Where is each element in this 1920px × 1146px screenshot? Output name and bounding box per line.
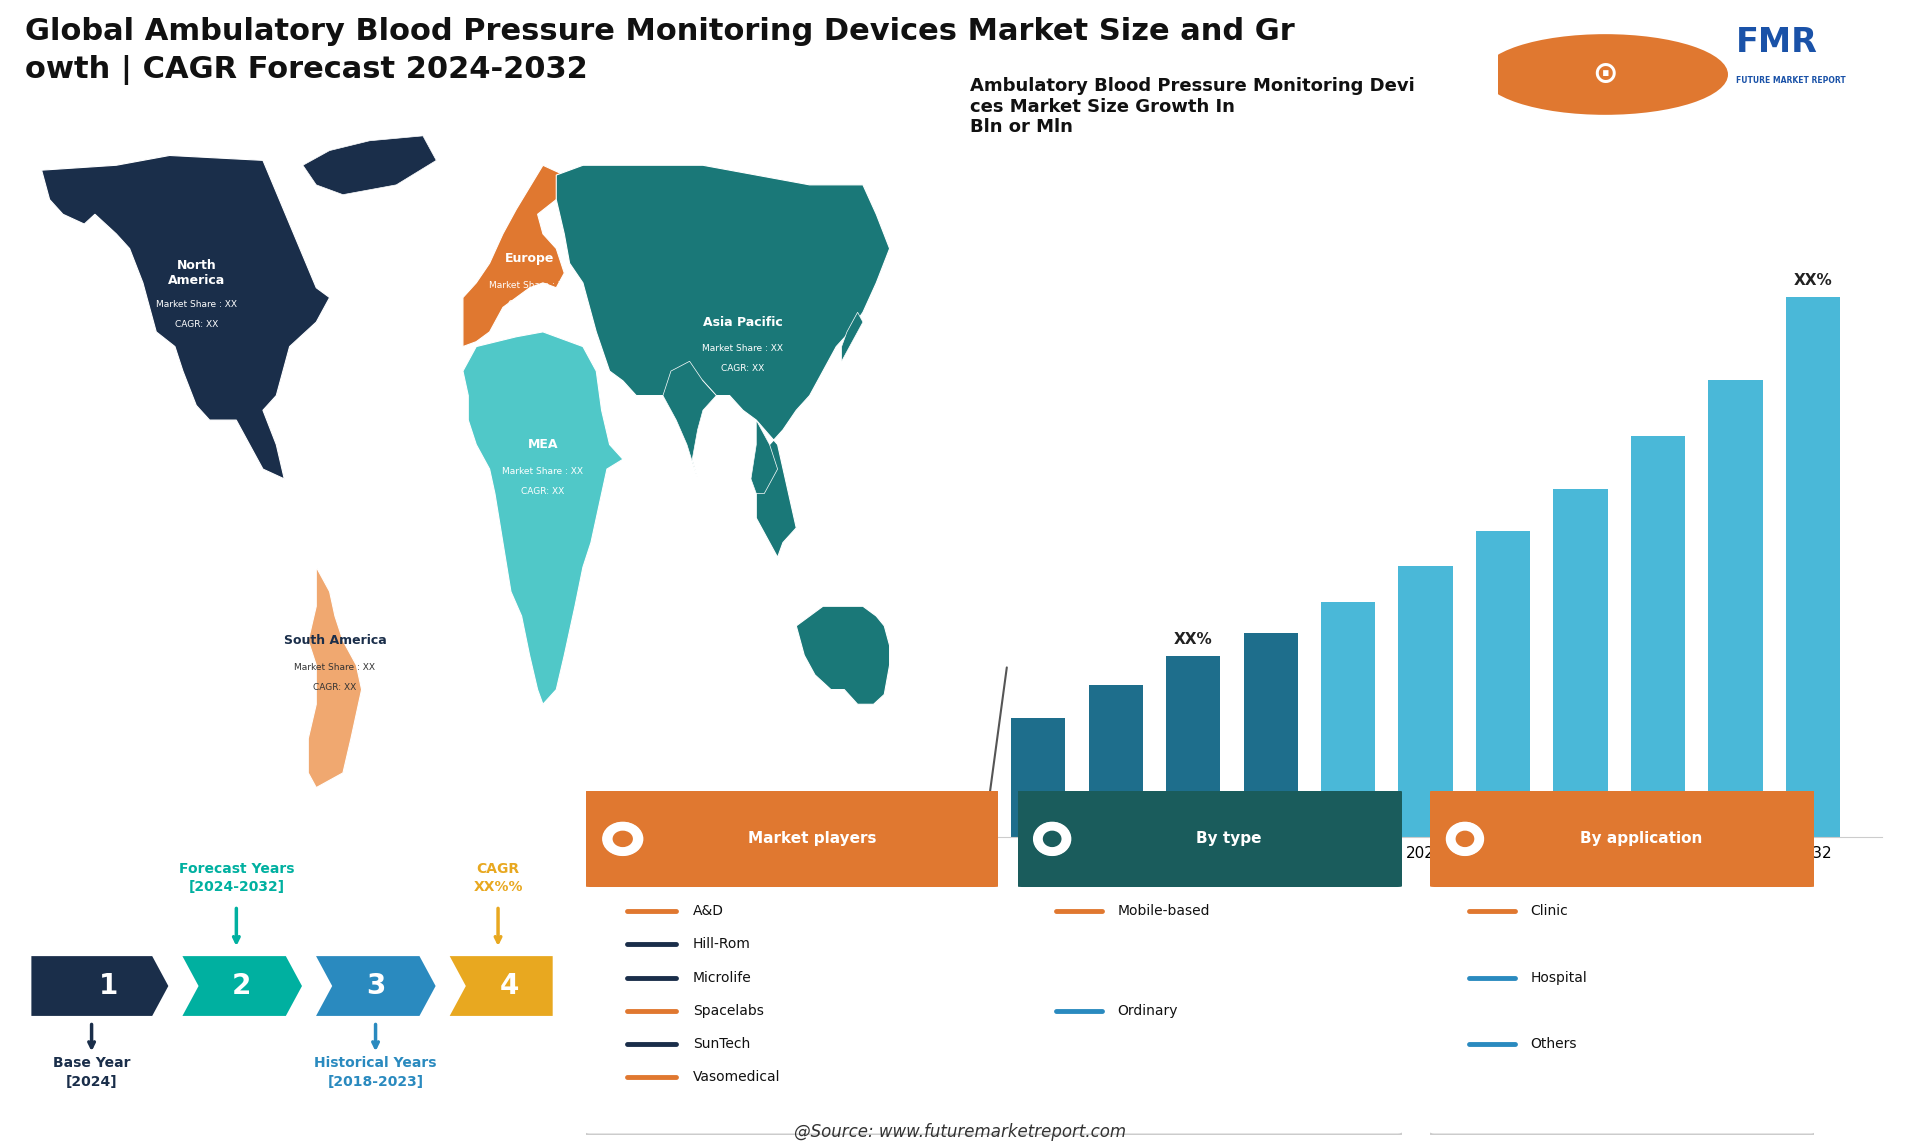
- Polygon shape: [751, 421, 778, 494]
- Circle shape: [1033, 822, 1071, 856]
- Text: Hill-Rom: Hill-Rom: [693, 937, 751, 951]
- Bar: [1089, 685, 1142, 837]
- Text: Historical Years
[2018-2023]: Historical Years [2018-2023]: [315, 1057, 438, 1089]
- Bar: [1012, 719, 1066, 837]
- Polygon shape: [797, 606, 889, 705]
- Text: Forecast Years
[2024-2032]: Forecast Years [2024-2032]: [179, 862, 294, 894]
- Text: CAGR: XX: CAGR: XX: [522, 487, 564, 495]
- Text: Asia Pacific: Asia Pacific: [703, 315, 783, 329]
- Text: XX%: XX%: [1173, 631, 1213, 646]
- Circle shape: [1482, 34, 1728, 115]
- Text: Global Ambulatory Blood Pressure Monitoring Devices Market Size and Gr
owth | CA: Global Ambulatory Blood Pressure Monitor…: [25, 17, 1294, 86]
- FancyBboxPatch shape: [578, 791, 1006, 887]
- Polygon shape: [31, 955, 169, 1017]
- Text: 1: 1: [98, 972, 117, 1000]
- Bar: [1630, 435, 1686, 837]
- Text: Europe: Europe: [505, 252, 555, 265]
- Text: Hospital: Hospital: [1530, 971, 1588, 984]
- Text: Market Share : XX: Market Share : XX: [503, 466, 584, 476]
- Text: By type: By type: [1196, 831, 1261, 847]
- Circle shape: [611, 830, 634, 848]
- Circle shape: [1041, 830, 1064, 848]
- Text: A&D: A&D: [693, 904, 724, 918]
- Text: Market Share : XX: Market Share : XX: [156, 300, 236, 309]
- Text: 4: 4: [499, 972, 518, 1000]
- Text: @Source: www.futuremarketreport.com: @Source: www.futuremarketreport.com: [795, 1123, 1125, 1140]
- FancyBboxPatch shape: [1014, 880, 1405, 1135]
- Polygon shape: [180, 955, 303, 1017]
- FancyBboxPatch shape: [1010, 791, 1409, 887]
- Text: SunTech: SunTech: [693, 1037, 751, 1051]
- Polygon shape: [463, 332, 622, 705]
- Bar: [1321, 602, 1375, 837]
- Text: Base Year
[2024]: Base Year [2024]: [54, 1057, 131, 1089]
- Text: Ordinary: Ordinary: [1117, 1004, 1179, 1018]
- Text: Microlife: Microlife: [693, 971, 751, 984]
- Text: Market Share : XX: Market Share : XX: [703, 345, 783, 353]
- Text: 2: 2: [232, 972, 252, 1000]
- Bar: [1165, 657, 1221, 837]
- Bar: [1244, 633, 1298, 837]
- Text: Spacelabs: Spacelabs: [693, 1004, 764, 1018]
- Text: Market Share : XX: Market Share : XX: [294, 664, 376, 672]
- Circle shape: [1446, 822, 1484, 856]
- Text: CAGR
XX%%: CAGR XX%%: [474, 862, 522, 894]
- Bar: [1786, 297, 1839, 837]
- Circle shape: [603, 822, 643, 856]
- Polygon shape: [315, 955, 438, 1017]
- Polygon shape: [42, 156, 330, 479]
- Bar: [1398, 566, 1453, 837]
- Text: South America: South America: [284, 634, 386, 647]
- Text: Vasomedical: Vasomedical: [693, 1070, 780, 1084]
- Circle shape: [1453, 830, 1476, 848]
- Polygon shape: [276, 479, 361, 787]
- Text: North
America: North America: [167, 259, 225, 286]
- FancyBboxPatch shape: [1427, 880, 1818, 1135]
- Polygon shape: [557, 165, 889, 557]
- Text: By application: By application: [1580, 831, 1703, 847]
- Text: CAGR: XX: CAGR: XX: [313, 683, 357, 691]
- Text: Market Share : XX: Market Share : XX: [490, 281, 570, 290]
- Bar: [1553, 489, 1607, 837]
- FancyBboxPatch shape: [1423, 791, 1822, 887]
- Text: CAGR: XX: CAGR: XX: [509, 300, 551, 309]
- Text: Market players: Market players: [749, 831, 877, 847]
- Text: CAGR: XX: CAGR: XX: [175, 320, 217, 329]
- Polygon shape: [303, 136, 436, 195]
- Text: Others: Others: [1530, 1037, 1576, 1051]
- Polygon shape: [841, 312, 862, 361]
- Text: FUTURE MARKET REPORT: FUTURE MARKET REPORT: [1736, 77, 1845, 85]
- FancyBboxPatch shape: [582, 880, 1002, 1135]
- Text: Ambulatory Blood Pressure Monitoring Devi
ces Market Size Growth In
Bln or Mln: Ambulatory Blood Pressure Monitoring Dev…: [970, 77, 1415, 136]
- Text: FMR: FMR: [1736, 26, 1818, 60]
- Text: Clinic: Clinic: [1530, 904, 1569, 918]
- Text: CAGR: XX: CAGR: XX: [722, 364, 764, 374]
- Text: Mobile-based: Mobile-based: [1117, 904, 1210, 918]
- Polygon shape: [662, 361, 716, 494]
- Text: MEA: MEA: [528, 438, 559, 452]
- Polygon shape: [447, 955, 553, 1017]
- Polygon shape: [463, 165, 564, 346]
- Text: XX%: XX%: [1793, 273, 1832, 288]
- Text: 3: 3: [367, 972, 386, 1000]
- Bar: [1709, 380, 1763, 837]
- Text: ⊙: ⊙: [1592, 60, 1619, 89]
- Bar: [1476, 531, 1530, 837]
